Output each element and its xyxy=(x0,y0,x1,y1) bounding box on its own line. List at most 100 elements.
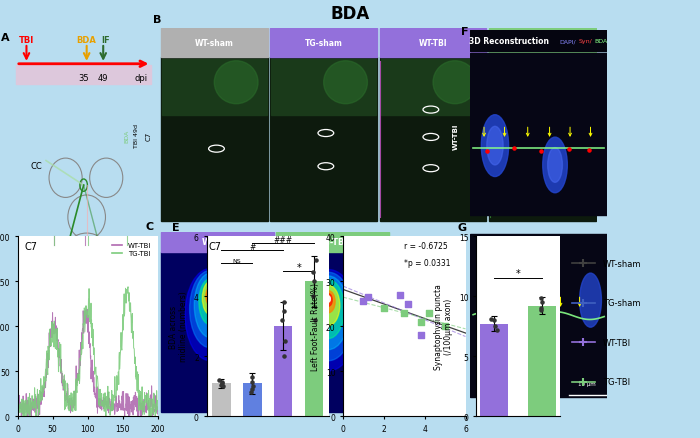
Ellipse shape xyxy=(321,291,335,313)
Ellipse shape xyxy=(298,270,358,371)
Point xyxy=(415,332,426,339)
Text: B: B xyxy=(153,15,162,25)
Ellipse shape xyxy=(202,282,218,315)
Ellipse shape xyxy=(190,271,231,348)
Point xyxy=(440,323,451,330)
Text: *p = 0.0331: *p = 0.0331 xyxy=(405,258,451,267)
Point xyxy=(362,293,373,300)
Point xyxy=(216,378,228,385)
Text: #: # xyxy=(249,242,256,251)
Text: C7: C7 xyxy=(209,242,222,252)
Y-axis label: BDA across
midline (numbers): BDA across midline (numbers) xyxy=(169,291,188,362)
Bar xyxy=(267,287,277,379)
Text: 3D Reconstruction: 3D Reconstruction xyxy=(468,37,549,46)
Text: C: C xyxy=(146,221,154,231)
Point xyxy=(309,317,321,324)
Text: A: A xyxy=(1,33,10,43)
Text: TG-TBI: TG-TBI xyxy=(453,297,459,323)
Ellipse shape xyxy=(326,296,330,303)
Bar xyxy=(267,320,277,324)
Bar xyxy=(267,357,277,361)
Point xyxy=(378,305,389,312)
Text: C7: C7 xyxy=(146,131,152,140)
Text: dpi: dpi xyxy=(134,74,148,82)
Point xyxy=(307,269,318,276)
Text: C7: C7 xyxy=(24,350,35,360)
Point xyxy=(279,299,290,306)
Text: WT-TBI: WT-TBI xyxy=(603,338,631,347)
Bar xyxy=(267,333,277,338)
Point xyxy=(278,353,289,360)
Ellipse shape xyxy=(312,280,344,339)
Text: F: F xyxy=(461,27,468,37)
Ellipse shape xyxy=(433,62,477,105)
Y-axis label: Left Foot-Fault Rate(%): Left Foot-Fault Rate(%) xyxy=(311,283,320,370)
Text: WT-sham: WT-sham xyxy=(603,259,641,268)
Bar xyxy=(267,375,277,379)
Text: BDA: BDA xyxy=(125,129,130,142)
Bar xyxy=(470,31,607,52)
Point xyxy=(246,378,258,385)
Text: TG-TBI: TG-TBI xyxy=(318,238,348,247)
Ellipse shape xyxy=(542,62,586,105)
Ellipse shape xyxy=(206,287,215,306)
Y-axis label: Synaptophysin puncta
(/100μm axon): Synaptophysin puncta (/100μm axon) xyxy=(434,283,453,369)
Bar xyxy=(267,328,277,333)
Point xyxy=(309,278,320,285)
Text: NS: NS xyxy=(232,258,241,263)
Ellipse shape xyxy=(214,62,258,105)
Point xyxy=(358,298,369,305)
Ellipse shape xyxy=(486,127,503,166)
Bar xyxy=(267,370,277,375)
Text: *: * xyxy=(296,262,301,272)
Bar xyxy=(528,306,556,416)
Point xyxy=(489,317,500,324)
Point xyxy=(216,380,228,387)
Legend: WT-TBI, TG-TBI: WT-TBI, TG-TBI xyxy=(109,240,154,260)
Ellipse shape xyxy=(547,148,562,183)
Text: 10 μm: 10 μm xyxy=(578,381,596,386)
Point xyxy=(216,381,227,388)
Bar xyxy=(267,287,277,292)
Point xyxy=(276,317,288,324)
Text: WT-TBI: WT-TBI xyxy=(453,124,459,150)
Text: G: G xyxy=(458,222,467,232)
Ellipse shape xyxy=(209,291,212,297)
Ellipse shape xyxy=(580,273,601,328)
Bar xyxy=(16,66,151,85)
Bar xyxy=(212,383,230,416)
Text: CC: CC xyxy=(31,162,43,170)
Text: TG-TBI: TG-TBI xyxy=(603,378,630,386)
Bar xyxy=(267,347,277,352)
Bar xyxy=(267,301,277,306)
Point xyxy=(246,389,257,396)
Point xyxy=(486,316,497,323)
Text: BDA C7: BDA C7 xyxy=(138,320,144,346)
Text: 35: 35 xyxy=(78,74,89,82)
Text: TG-sham: TG-sham xyxy=(603,298,641,307)
Point xyxy=(307,293,318,300)
Point xyxy=(536,299,547,306)
Ellipse shape xyxy=(316,286,340,326)
Point xyxy=(310,257,321,264)
Point xyxy=(279,338,290,345)
Text: FN: FN xyxy=(20,245,32,254)
Point xyxy=(395,291,406,298)
Ellipse shape xyxy=(542,138,567,193)
Ellipse shape xyxy=(323,62,368,105)
Bar xyxy=(267,338,277,343)
Bar xyxy=(267,352,277,357)
Bar xyxy=(267,324,277,328)
Bar xyxy=(71,350,87,362)
Bar xyxy=(267,292,277,297)
Text: CST: CST xyxy=(87,380,103,389)
Bar xyxy=(267,361,277,365)
Bar xyxy=(267,297,277,301)
Point xyxy=(247,374,258,381)
Text: BDA: BDA xyxy=(594,39,608,44)
Text: DAPI/: DAPI/ xyxy=(559,39,575,44)
Point xyxy=(423,309,434,316)
Point xyxy=(214,377,225,384)
Text: TBI 49d: TBI 49d xyxy=(134,124,139,148)
Bar xyxy=(267,306,277,310)
